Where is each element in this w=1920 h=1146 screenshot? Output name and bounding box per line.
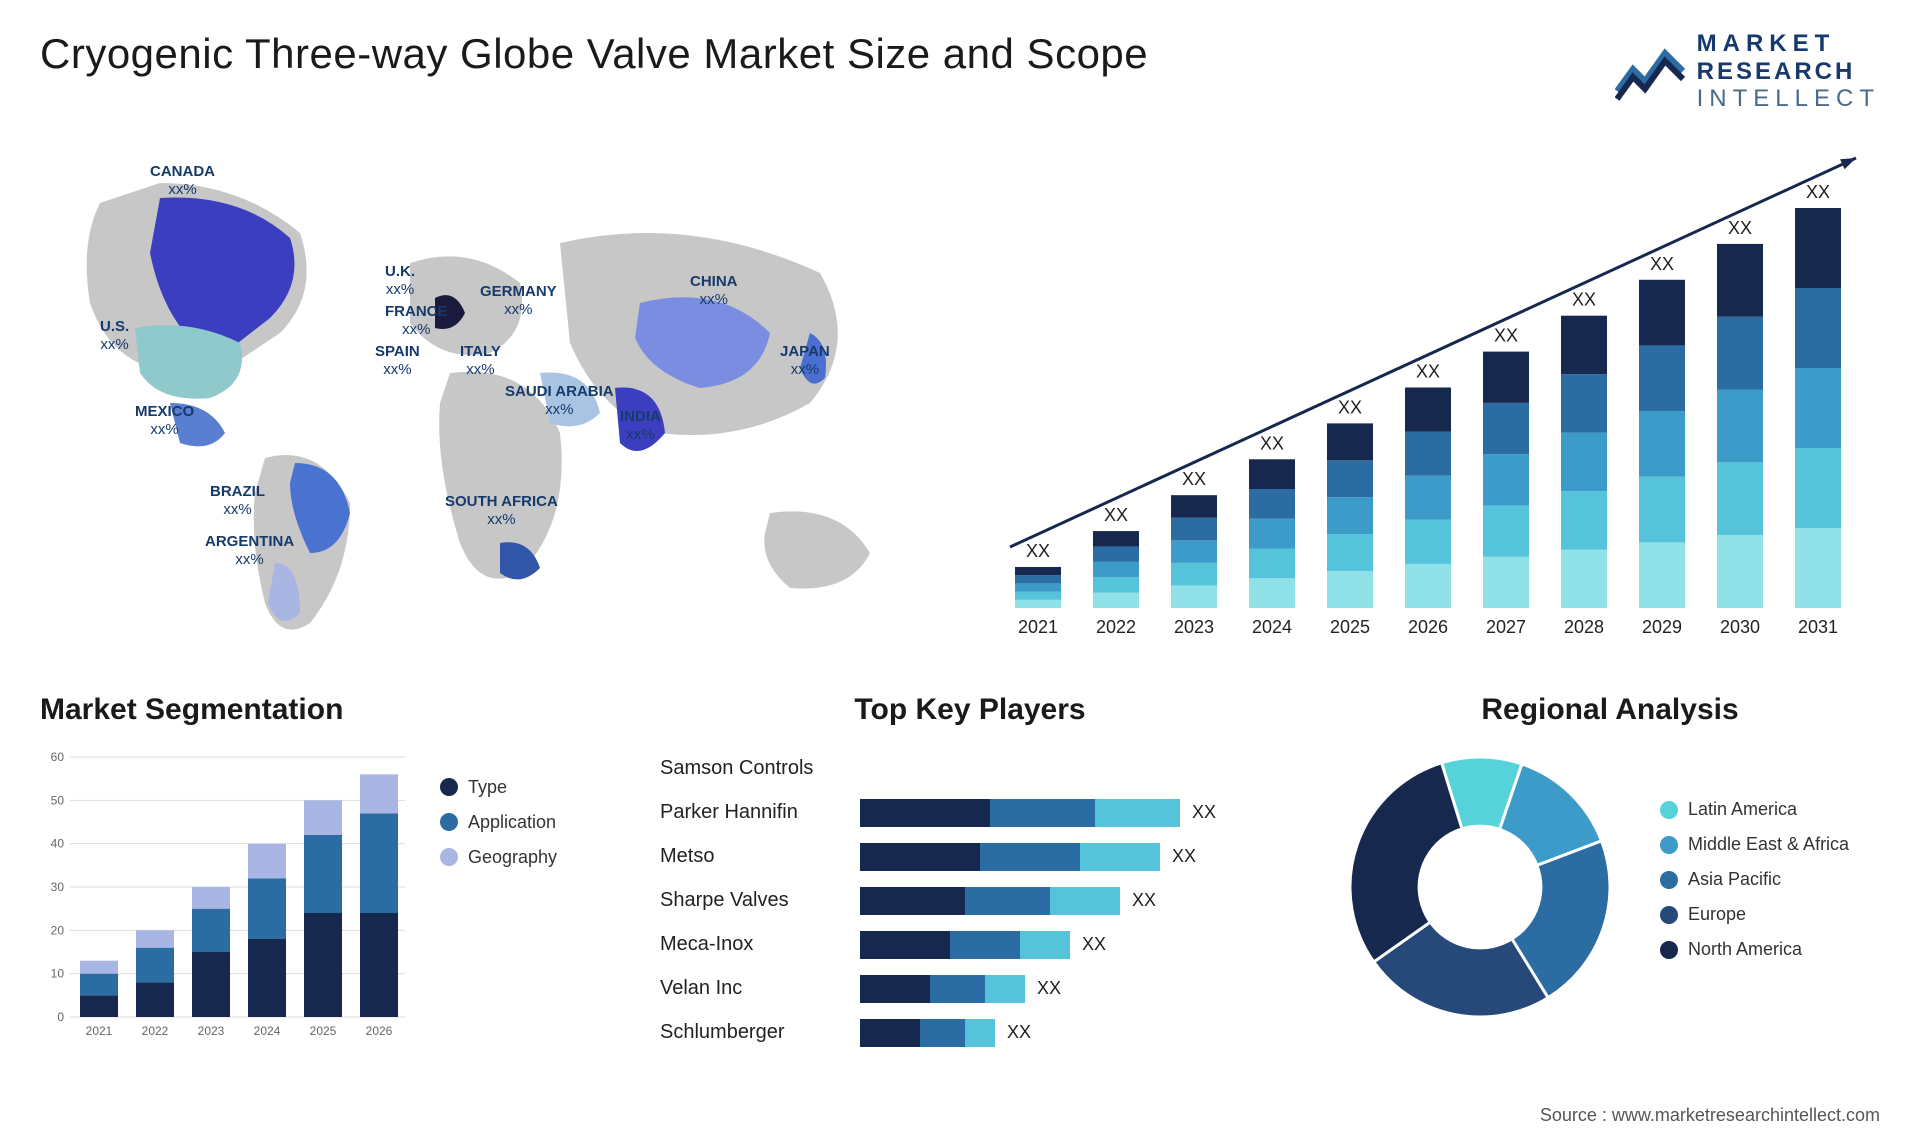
map-label-spain: SPAINxx% bbox=[375, 343, 420, 379]
svg-text:0: 0 bbox=[57, 1010, 64, 1024]
map-label-south-africa: SOUTH AFRICAxx% bbox=[445, 493, 558, 529]
svg-text:2024: 2024 bbox=[254, 1024, 281, 1038]
map-label-japan: JAPANxx% bbox=[780, 343, 830, 379]
regional-title: Regional Analysis bbox=[1340, 693, 1880, 727]
map-label-argentina: ARGENTINAxx% bbox=[205, 533, 294, 569]
svg-text:2024: 2024 bbox=[1252, 617, 1292, 637]
brand-logo: MARKET RESEARCH INTELLECT bbox=[1615, 30, 1880, 113]
segmentation-chart: 0 10 20 30 40 50 60 2021 2022 2023 2024 2025 2026 bbox=[40, 747, 410, 1047]
logo-mark-icon bbox=[1615, 41, 1685, 101]
player-row: Parker Hannifin XX bbox=[660, 791, 1280, 835]
svg-text:20: 20 bbox=[51, 923, 65, 937]
map-label-germany: GERMANYxx% bbox=[480, 283, 557, 319]
player-row: Samson Controls bbox=[660, 747, 1280, 791]
svg-text:XX: XX bbox=[1026, 541, 1050, 561]
segmentation-title: Market Segmentation bbox=[40, 693, 600, 727]
svg-text:10: 10 bbox=[51, 966, 65, 980]
page-title: Cryogenic Three-way Globe Valve Market S… bbox=[40, 30, 1148, 78]
players-title: Top Key Players bbox=[660, 693, 1280, 727]
svg-text:XX: XX bbox=[1416, 361, 1440, 381]
player-row: Sharpe Valves XX bbox=[660, 879, 1280, 923]
logo-text-1: MARKET bbox=[1697, 30, 1880, 58]
player-value: XX bbox=[1082, 934, 1106, 955]
svg-text:XX: XX bbox=[1338, 397, 1362, 417]
seg-legend-application: Application bbox=[440, 812, 600, 833]
svg-text:2031: 2031 bbox=[1798, 617, 1838, 637]
svg-text:2026: 2026 bbox=[1408, 617, 1448, 637]
player-row: Metso XX bbox=[660, 835, 1280, 879]
player-row: Velan Inc XX bbox=[660, 967, 1280, 1011]
world-map-svg bbox=[40, 143, 950, 653]
svg-text:2028: 2028 bbox=[1564, 617, 1604, 637]
svg-text:XX: XX bbox=[1572, 289, 1596, 309]
svg-text:2025: 2025 bbox=[310, 1024, 337, 1038]
player-value: XX bbox=[1172, 846, 1196, 867]
map-label-saudi-arabia: SAUDI ARABIAxx% bbox=[505, 383, 614, 419]
map-label-india: INDIAxx% bbox=[620, 408, 661, 444]
player-row: Meca-Inox XX bbox=[660, 923, 1280, 967]
svg-text:2029: 2029 bbox=[1642, 617, 1682, 637]
svg-text:XX: XX bbox=[1728, 218, 1752, 238]
player-label: Sharpe Valves bbox=[660, 889, 860, 912]
player-label: Metso bbox=[660, 845, 860, 868]
player-label: Samson Controls bbox=[660, 757, 860, 780]
seg-legend-geography: Geography bbox=[440, 847, 600, 868]
map-label-france: FRANCExx% bbox=[385, 303, 448, 339]
map-label-mexico: MEXICOxx% bbox=[135, 403, 194, 439]
svg-text:2030: 2030 bbox=[1720, 617, 1760, 637]
segmentation-legend: Type Application Geography bbox=[440, 747, 600, 1047]
regional-legend-latin-america: Latin America bbox=[1660, 799, 1849, 820]
svg-text:2021: 2021 bbox=[86, 1024, 113, 1038]
svg-text:2025: 2025 bbox=[1330, 617, 1370, 637]
svg-text:XX: XX bbox=[1494, 325, 1518, 345]
svg-text:2023: 2023 bbox=[1174, 617, 1214, 637]
map-label-italy: ITALYxx% bbox=[460, 343, 501, 379]
player-label: Schlumberger bbox=[660, 1021, 860, 1044]
svg-text:2022: 2022 bbox=[142, 1024, 169, 1038]
player-value: XX bbox=[1192, 802, 1216, 823]
svg-text:60: 60 bbox=[51, 750, 65, 764]
svg-text:XX: XX bbox=[1650, 254, 1674, 274]
svg-text:2027: 2027 bbox=[1486, 617, 1526, 637]
regional-panel: Regional Analysis Latin America Middle Ea… bbox=[1340, 693, 1880, 1055]
regional-legend-north-america: North America bbox=[1660, 939, 1849, 960]
main-growth-chart: XX 2021 XX 2022 XX 2023 XX 2024 XX 2025 XX 2026 XX 20… bbox=[990, 143, 1880, 653]
player-value: XX bbox=[1132, 890, 1156, 911]
svg-text:40: 40 bbox=[51, 836, 65, 850]
map-label-brazil: BRAZILxx% bbox=[210, 483, 265, 519]
player-label: Meca-Inox bbox=[660, 933, 860, 956]
segmentation-panel: Market Segmentation 0 10 20 30 40 50 60 2021 202… bbox=[40, 693, 600, 1055]
svg-text:2021: 2021 bbox=[1018, 617, 1058, 637]
logo-text-3: INTELLECT bbox=[1697, 85, 1880, 113]
seg-legend-type: Type bbox=[440, 777, 600, 798]
player-label: Velan Inc bbox=[660, 977, 860, 1000]
world-map: CANADAxx% U.S.xx% MEXICOxx% BRAZILxx% ARGENT… bbox=[40, 143, 950, 653]
regional-legend-asia-pacific: Asia Pacific bbox=[1660, 869, 1849, 890]
svg-text:2022: 2022 bbox=[1096, 617, 1136, 637]
source-attribution: Source : www.marketresearchintellect.com bbox=[1540, 1105, 1880, 1126]
map-label-china: CHINAxx% bbox=[690, 273, 738, 309]
map-label-canada: CANADAxx% bbox=[150, 163, 215, 199]
regional-legend-europe: Europe bbox=[1660, 904, 1849, 925]
player-value: XX bbox=[1037, 978, 1061, 999]
svg-text:XX: XX bbox=[1182, 469, 1206, 489]
regional-legend-middle-east-africa: Middle East & Africa bbox=[1660, 834, 1849, 855]
player-row: Schlumberger XX bbox=[660, 1011, 1280, 1055]
svg-text:50: 50 bbox=[51, 793, 65, 807]
svg-text:XX: XX bbox=[1104, 505, 1128, 525]
regional-legend: Latin America Middle East & Africa Asia Pa… bbox=[1660, 799, 1849, 974]
regional-donut bbox=[1340, 747, 1620, 1027]
svg-text:XX: XX bbox=[1260, 433, 1284, 453]
svg-text:2026: 2026 bbox=[366, 1024, 393, 1038]
player-label: Parker Hannifin bbox=[660, 801, 860, 824]
svg-text:30: 30 bbox=[51, 880, 65, 894]
svg-text:2023: 2023 bbox=[198, 1024, 225, 1038]
logo-text-2: RESEARCH bbox=[1697, 58, 1880, 86]
svg-text:XX: XX bbox=[1806, 182, 1830, 202]
players-panel: Top Key Players Samson Controls Parker Ha… bbox=[660, 693, 1280, 1055]
player-value: XX bbox=[1007, 1022, 1031, 1043]
map-label-u.k.: U.K.xx% bbox=[385, 263, 415, 299]
map-label-u.s.: U.S.xx% bbox=[100, 318, 129, 354]
